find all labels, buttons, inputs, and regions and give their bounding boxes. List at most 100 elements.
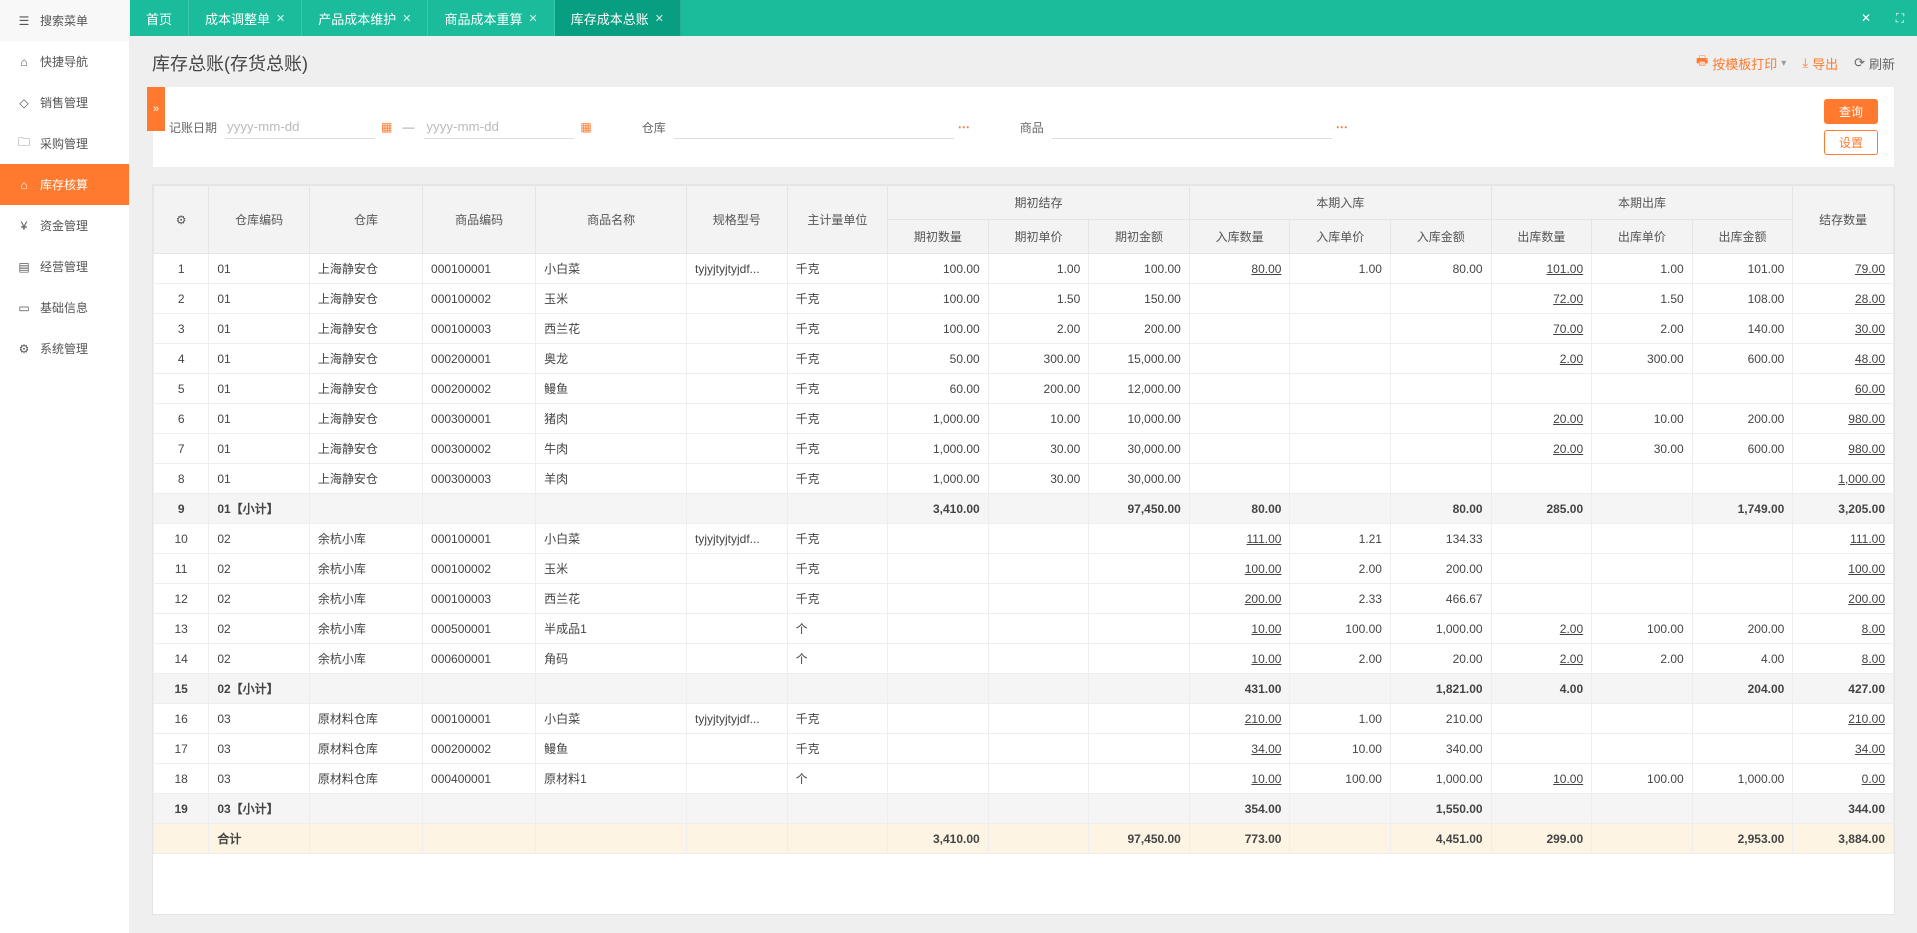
filter-collapse-handle[interactable]: » (147, 87, 165, 131)
sidebar-item-search-menu[interactable]: ☰搜索菜单 (0, 0, 129, 41)
table-cell[interactable]: 20.00 (1491, 434, 1592, 464)
tab-close-all[interactable]: ✕ (1849, 0, 1883, 36)
date-to-input[interactable] (424, 115, 574, 139)
sidebar-item-basic[interactable]: ▭基础信息 (0, 287, 129, 328)
table-cell[interactable]: 10.00 (1189, 614, 1290, 644)
table-cell[interactable]: 70.00 (1491, 314, 1592, 344)
col-inprice[interactable]: 入库单价 (1290, 220, 1391, 254)
table-cell[interactable]: 28.00 (1793, 284, 1894, 314)
col-openprice[interactable]: 期初单价 (988, 220, 1089, 254)
col-gear[interactable]: ⚙ (154, 186, 209, 254)
sidebar-item-quick-nav[interactable]: ⌂快捷导航 (0, 41, 129, 82)
col-outprice[interactable]: 出库单价 (1592, 220, 1693, 254)
table-cell[interactable]: 2.00 (1491, 644, 1592, 674)
table-cell (1692, 704, 1793, 734)
col-unit[interactable]: 主计量单位 (787, 186, 888, 254)
calendar-icon[interactable]: ▦ (580, 120, 591, 134)
table-cell[interactable]: 200.00 (1189, 584, 1290, 614)
table-cell[interactable]: 0.00 (1793, 764, 1894, 794)
table-row: 201上海静安仓000100002玉米千克100.001.50150.0072.… (154, 284, 1894, 314)
table-cell[interactable]: 2.00 (1491, 614, 1592, 644)
table-cell[interactable]: 101.00 (1491, 254, 1592, 284)
sidebar-item-label: 快捷导航 (40, 53, 88, 70)
col-inamt[interactable]: 入库金额 (1390, 220, 1491, 254)
table-cell[interactable]: 20.00 (1491, 404, 1592, 434)
export-button[interactable]: ⤓ 导出 (1802, 54, 1838, 73)
col-openqty[interactable]: 期初数量 (888, 220, 989, 254)
close-icon[interactable]: ✕ (655, 12, 664, 25)
col-whcode[interactable]: 仓库编码 (209, 186, 310, 254)
sidebar-item-system[interactable]: ⚙系统管理 (0, 328, 129, 369)
table-cell[interactable]: 8.00 (1793, 644, 1894, 674)
col-outqty[interactable]: 出库数量 (1491, 220, 1592, 254)
col-group-outbound: 本期出库 (1491, 186, 1793, 220)
print-template-button[interactable]: 🖶 按模板打印 ▾ (1696, 52, 1786, 74)
refresh-button[interactable]: ⟳ 刷新 (1854, 54, 1895, 73)
tab-首页[interactable]: 首页 (130, 0, 189, 36)
col-pcode[interactable]: 商品编码 (423, 186, 536, 254)
table-cell[interactable]: 111.00 (1793, 524, 1894, 554)
table-cell[interactable]: 100.00 (1793, 554, 1894, 584)
col-outamt[interactable]: 出库金额 (1692, 220, 1793, 254)
table-cell[interactable]: 30.00 (1793, 314, 1894, 344)
sidebar-item-purchase[interactable]: 🗀采购管理 (0, 123, 129, 164)
table-cell: 千克 (787, 524, 888, 554)
tab-fullscreen[interactable]: ⛶ (1883, 0, 1917, 36)
tab-产品成本维护[interactable]: 产品成本维护✕ (302, 0, 428, 36)
table-cell[interactable]: 8.00 (1793, 614, 1894, 644)
table-cell[interactable]: 100.00 (1189, 554, 1290, 584)
calendar-icon[interactable]: ▦ (381, 120, 392, 134)
table-cell[interactable]: 10.00 (1491, 764, 1592, 794)
table-cell (1290, 404, 1391, 434)
col-wh[interactable]: 仓库 (309, 186, 422, 254)
col-spec[interactable]: 规格型号 (687, 186, 788, 254)
table-cell[interactable]: 2.00 (1491, 344, 1592, 374)
warehouse-input[interactable] (674, 115, 954, 139)
close-icon[interactable]: ✕ (402, 12, 411, 25)
table-cell[interactable]: 10.00 (1189, 644, 1290, 674)
table-cell[interactable]: 200.00 (1793, 584, 1894, 614)
date-from-input[interactable] (225, 115, 375, 139)
table-cell (1692, 794, 1793, 824)
table-cell[interactable]: 60.00 (1793, 374, 1894, 404)
table-cell (1592, 584, 1693, 614)
sidebar-item-capital[interactable]: ¥资金管理 (0, 205, 129, 246)
table-cell[interactable]: 34.00 (1793, 734, 1894, 764)
col-balqty[interactable]: 结存数量 (1793, 186, 1894, 254)
query-button[interactable]: 查询 (1824, 99, 1878, 124)
table-cell[interactable]: 80.00 (1189, 254, 1290, 284)
capital-icon: ¥ (16, 218, 32, 234)
table-cell[interactable]: 1,000.00 (1793, 464, 1894, 494)
product-more-icon[interactable]: ⋯ (1336, 120, 1348, 134)
tab-商品成本重算[interactable]: 商品成本重算✕ (428, 0, 554, 36)
sidebar-item-business[interactable]: ▤经营管理 (0, 246, 129, 287)
table-cell (687, 434, 788, 464)
table-cell[interactable]: 34.00 (1189, 734, 1290, 764)
table-cell[interactable]: 210.00 (1793, 704, 1894, 734)
close-icon[interactable]: ✕ (529, 12, 538, 25)
col-pname[interactable]: 商品名称 (536, 186, 687, 254)
tab-库存成本总账[interactable]: 库存成本总账✕ (555, 0, 681, 36)
table-cell[interactable]: 980.00 (1793, 404, 1894, 434)
sidebar-item-sales[interactable]: ◇销售管理 (0, 82, 129, 123)
sidebar-item-inventory[interactable]: ⌂库存核算 (0, 164, 129, 205)
data-table-scroll[interactable]: ⚙ 仓库编码 仓库 商品编码 商品名称 规格型号 主计量单位 期初结存 本期入库… (152, 184, 1895, 915)
settings-button[interactable]: 设置 (1824, 130, 1878, 155)
table-cell: 1,550.00 (1390, 794, 1491, 824)
close-icon[interactable]: ✕ (276, 12, 285, 25)
table-cell[interactable]: 210.00 (1189, 704, 1290, 734)
table-cell[interactable]: 48.00 (1793, 344, 1894, 374)
product-input[interactable] (1052, 115, 1332, 139)
tab-成本调整单[interactable]: 成本调整单✕ (189, 0, 302, 36)
col-inqty[interactable]: 入库数量 (1189, 220, 1290, 254)
table-cell[interactable]: 10.00 (1189, 764, 1290, 794)
table-cell[interactable]: 980.00 (1793, 434, 1894, 464)
col-openamt[interactable]: 期初金额 (1089, 220, 1190, 254)
table-cell: 17 (154, 734, 209, 764)
table-cell[interactable]: 72.00 (1491, 284, 1592, 314)
table-cell (1592, 794, 1693, 824)
table-cell[interactable]: 111.00 (1189, 524, 1290, 554)
table-cell[interactable]: 79.00 (1793, 254, 1894, 284)
table-row: 901【小计】3,410.0097,450.0080.0080.00285.00… (154, 494, 1894, 524)
warehouse-more-icon[interactable]: ⋯ (958, 120, 970, 134)
